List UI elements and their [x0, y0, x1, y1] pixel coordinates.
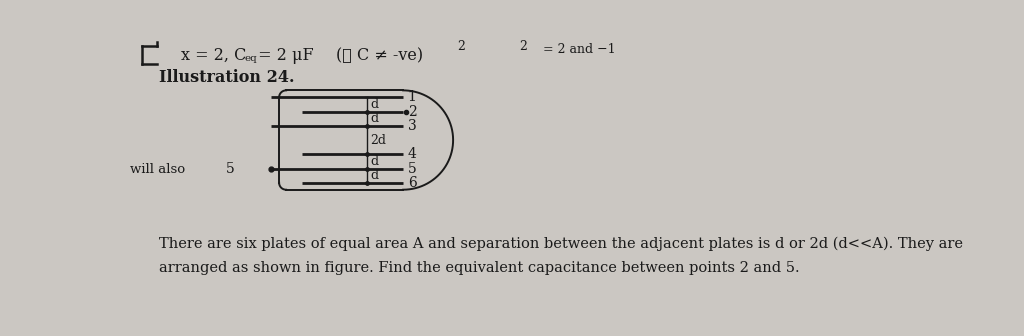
Text: 2d: 2d: [371, 133, 386, 146]
Text: 4: 4: [408, 147, 417, 161]
Text: 3: 3: [408, 119, 417, 133]
Text: d: d: [371, 98, 378, 111]
Text: 6: 6: [408, 176, 417, 190]
Text: 1: 1: [408, 90, 417, 104]
Text: 2: 2: [408, 104, 417, 119]
Text: = 2 and −1: = 2 and −1: [543, 43, 615, 56]
Text: There are six plates of equal area A and separation between the adjacent plates : There are six plates of equal area A and…: [159, 237, 963, 251]
Text: = 2 μF: = 2 μF: [253, 47, 313, 64]
Text: 2: 2: [519, 40, 527, 53]
Text: will also: will also: [130, 163, 184, 176]
Text: 5: 5: [226, 162, 234, 175]
Text: eq: eq: [245, 53, 257, 62]
Text: x = 2, C: x = 2, C: [180, 47, 246, 64]
Text: 2: 2: [458, 40, 465, 53]
Text: d: d: [371, 155, 378, 168]
Text: 5: 5: [408, 162, 417, 175]
Text: d: d: [371, 112, 378, 125]
Text: d: d: [371, 169, 378, 182]
Text: Illustration 24.: Illustration 24.: [159, 69, 295, 86]
Text: (∴ C ≠ -ve): (∴ C ≠ -ve): [336, 47, 423, 64]
Text: arranged as shown in figure. Find the equivalent capacitance between points 2 an: arranged as shown in figure. Find the eq…: [159, 261, 800, 275]
